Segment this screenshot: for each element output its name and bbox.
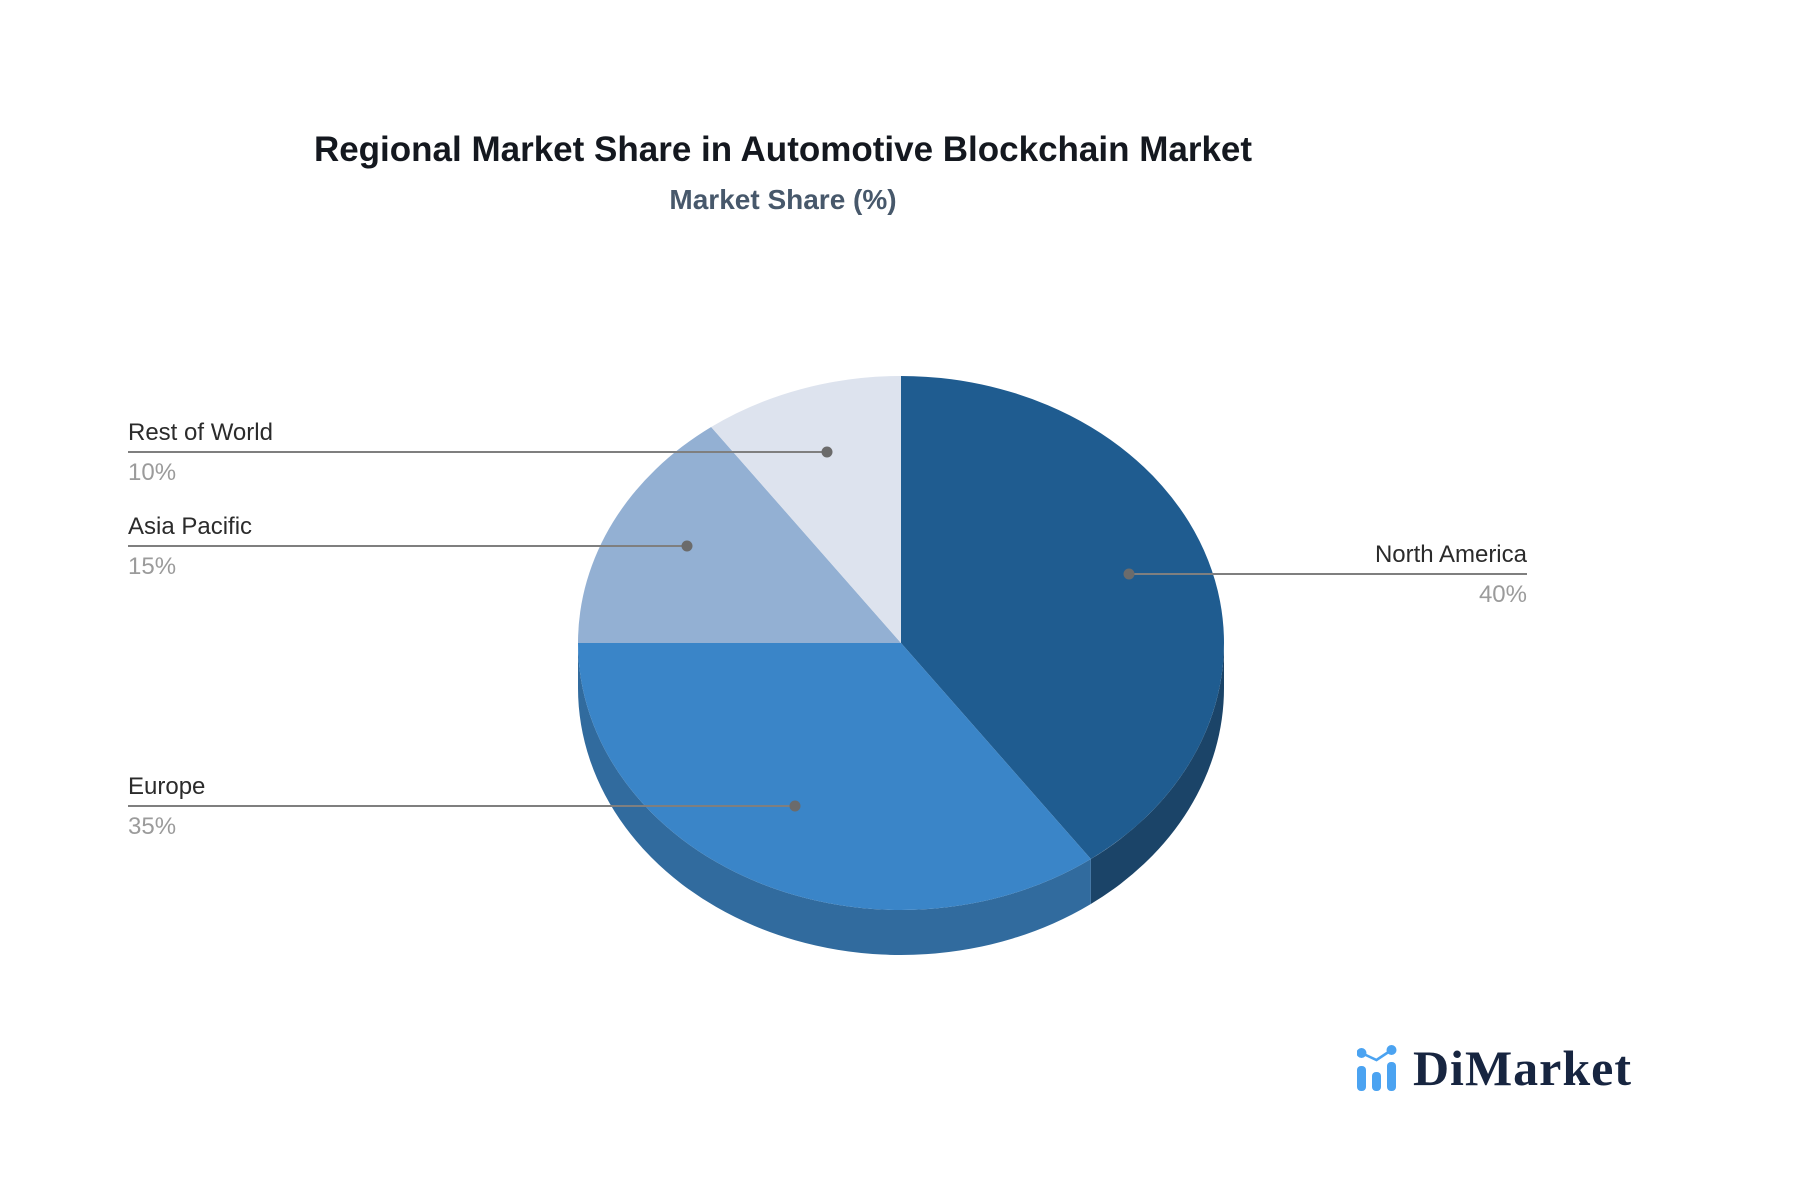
pie-slice-north-america (901, 376, 1224, 860)
annotation-value-north-america: 40% (1478, 581, 1527, 608)
chart-subtitle: Market Share (%) (669, 184, 897, 215)
annotation-value-europe: 35% (128, 813, 177, 840)
pie-slice-side-north-america (1090, 643, 1224, 905)
pie-slice-asia-pacific (578, 426, 901, 643)
leader-dot (681, 540, 693, 552)
leader-dot (789, 800, 801, 812)
leader-lines (128, 446, 1527, 812)
bar-line-chart-icon (1356, 1045, 1397, 1091)
annotation-label-rest-of-world: Rest of World (128, 419, 273, 446)
pie-slice-rest-of-world (711, 376, 901, 643)
leader-dot (1123, 568, 1135, 580)
pie-slices (578, 376, 1224, 955)
chart-title: Regional Market Share in Automotive Bloc… (313, 130, 1253, 169)
annotation-label-asia-pacific: Asia Pacific (128, 513, 253, 540)
annotation-label-europe: Europe (128, 773, 206, 800)
annotation-label-north-america: North America (1374, 541, 1527, 568)
pie-slice-side-europe (578, 643, 1091, 955)
annotation-value-asia-pacific: 15% (128, 553, 177, 580)
logo: DiMarket (1356, 1036, 1632, 1100)
pie-slice-europe (578, 643, 1091, 910)
leader-dot (821, 446, 833, 458)
annotation-value-rest-of-world: 10% (128, 459, 177, 486)
logo-text: DiMarket (1412, 1040, 1632, 1096)
